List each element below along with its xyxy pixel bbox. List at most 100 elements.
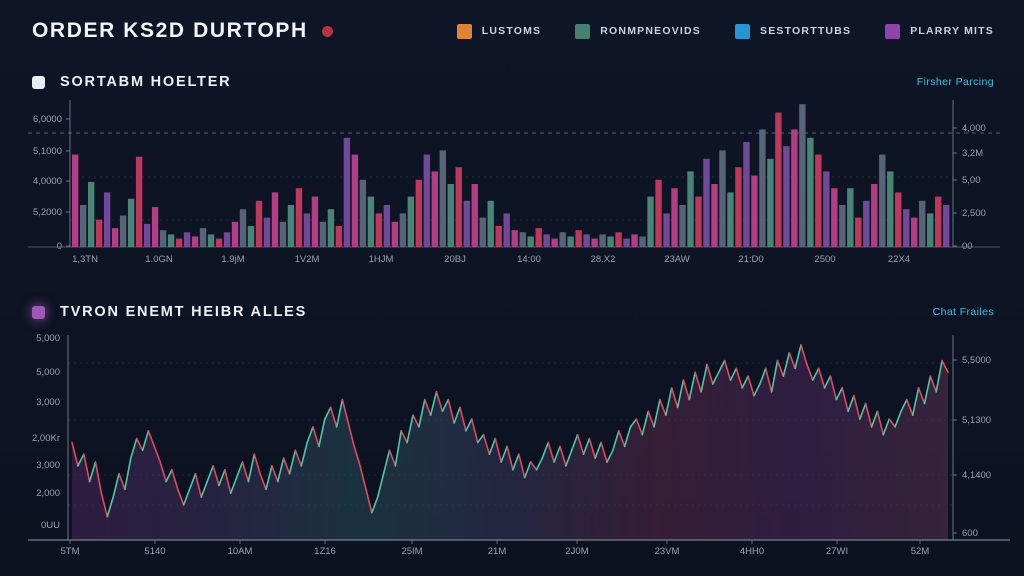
bar [815, 154, 822, 247]
price-segment [735, 367, 744, 389]
bar [199, 228, 207, 247]
section1-link[interactable]: Firsher Parcing [916, 76, 994, 88]
price-segment [917, 387, 926, 405]
price-segment [406, 414, 414, 444]
price-segment [323, 406, 332, 420]
price-segment [847, 394, 855, 413]
legend-item[interactable]: PLARRY MITS [885, 23, 994, 39]
price-segment [506, 445, 514, 471]
y-tick-label-left: 5,000 [36, 367, 60, 378]
price-segment [165, 469, 173, 483]
bar [471, 184, 478, 247]
bar [231, 221, 239, 247]
y-tick-label-right: 5,5000 [962, 355, 991, 366]
status-dot-icon [321, 25, 333, 37]
price-segment [482, 433, 491, 455]
price-segment [147, 430, 156, 448]
price-segment [541, 441, 550, 459]
section-header-2: TVRON ENEMT HEIBR ALLES Chat Frailes [32, 302, 994, 322]
y-tick-label-left: 2,000 [36, 488, 60, 499]
legend-item[interactable]: LUSTOMS [456, 23, 542, 39]
price-segment [741, 375, 749, 389]
price-segment [106, 496, 114, 518]
price-segment [788, 351, 796, 370]
bar [207, 234, 215, 247]
bar [415, 179, 422, 247]
price-segment [711, 371, 720, 385]
price-segment [600, 441, 608, 463]
bar [559, 232, 566, 247]
x-tick-label: 5140 [144, 546, 165, 557]
legend-item[interactable]: SESTORTTUBS [735, 23, 852, 39]
y-tick-label-left: 4,0000 [33, 176, 62, 187]
x-tick-label: 21M [488, 546, 507, 557]
bar [767, 158, 774, 247]
x-tick-label: 14:00 [517, 254, 541, 265]
legend-item[interactable]: RONMPNEOVIDS [575, 23, 701, 39]
bar [391, 221, 399, 247]
bar [839, 205, 846, 247]
section1-bullet-icon [32, 75, 45, 89]
bar [655, 179, 662, 247]
price-segment [124, 457, 132, 491]
bar [831, 188, 838, 247]
purple-square-icon [885, 23, 901, 39]
price-segment [853, 394, 861, 420]
section2-title: TVRON ENEMT HEIBR ALLES [60, 304, 308, 320]
price-segment [688, 371, 697, 401]
bar [743, 142, 750, 247]
y-tick-label-left: 5,1000 [33, 146, 62, 157]
price-segment [470, 418, 479, 444]
price-segment [653, 398, 661, 428]
area-fill [72, 345, 948, 540]
price-segment [759, 367, 767, 385]
section2-link[interactable]: Chat Frailes [932, 306, 994, 318]
bar [79, 205, 87, 247]
bar [711, 184, 718, 247]
price-segment [635, 418, 644, 436]
y-tick-label-left: 3,000 [36, 397, 60, 408]
x-tick-label: 20BJ [444, 254, 466, 265]
price-segment [177, 488, 185, 506]
price-segment [729, 367, 738, 381]
bar [687, 171, 694, 247]
price-segment [923, 375, 932, 405]
price-segment [100, 492, 109, 518]
x-tick-label: 25IM [401, 546, 422, 557]
price-segment [365, 488, 373, 514]
price-segment [370, 496, 379, 514]
bar [775, 112, 782, 247]
bar [143, 223, 151, 247]
x-tick-label: 23VM [655, 546, 680, 557]
bar [159, 230, 167, 247]
section-header-1: SORTABM HOELTER Firsher Parcing [32, 72, 994, 92]
bar [319, 221, 327, 247]
price-segment [241, 461, 250, 483]
price-segment [694, 371, 702, 393]
price-segment [776, 359, 785, 378]
price-segment [806, 363, 814, 381]
price-segment [112, 472, 120, 498]
bar [879, 154, 886, 247]
bar [895, 192, 902, 247]
price-chart: 5,000 5,000 3,000 2,00Kr 3,000 2,000 0UU 5,5000… [28, 333, 1010, 557]
price-segment [659, 398, 667, 416]
price-segment [347, 422, 356, 448]
legend-label: SESTORTTUBS [760, 25, 852, 37]
header: ORDER KS2D DURTOPH LUSTOMS RONMPNEOVIDS SE… [32, 14, 994, 48]
price-segment [817, 367, 826, 389]
bar [343, 137, 351, 247]
bar [647, 196, 654, 247]
x-tick-label: 52M [911, 546, 930, 557]
y-tick-label-right: 3,2M [962, 148, 983, 159]
bar [487, 200, 494, 247]
x-tick-label: 1.0GN [145, 254, 173, 265]
x-tick-label: 5TM [61, 546, 80, 557]
price-segment [441, 398, 450, 413]
price-segment [418, 398, 426, 428]
y-tick-label-left: 5,000 [36, 333, 60, 344]
price-segment [135, 437, 144, 452]
bar [935, 196, 942, 247]
bar [87, 181, 95, 247]
